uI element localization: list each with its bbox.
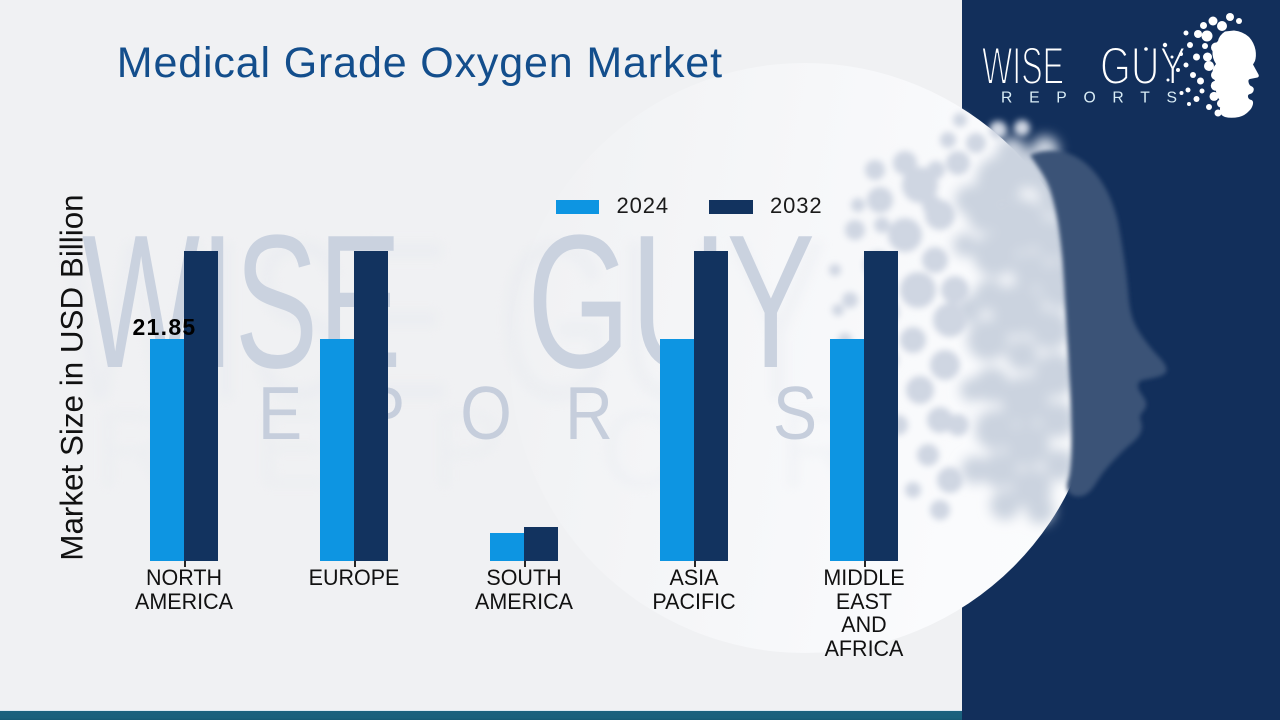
svg-text:WISE: WISE [982, 38, 1064, 96]
svg-text:GUY: GUY [1100, 38, 1186, 96]
